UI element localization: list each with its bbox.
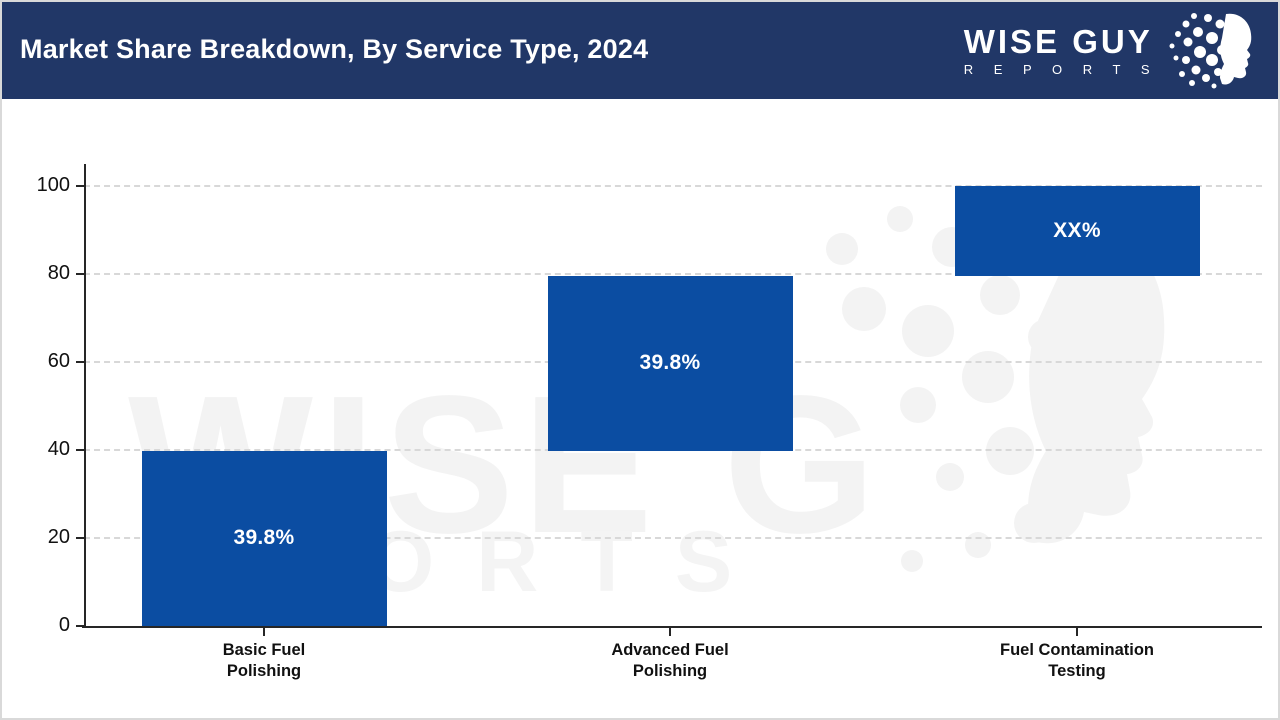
gridline-20	[84, 537, 1262, 539]
y-axis-tick-label: 80	[47, 262, 70, 284]
logo-subtitle: R E P O R T S	[963, 61, 1158, 77]
category-label-line: Basic Fuel	[222, 641, 306, 659]
category-label-line: Fuel Contamination	[1000, 641, 1154, 659]
category-label-line: Polishing	[226, 662, 302, 681]
category-label-line: Advanced Fuel	[611, 641, 729, 659]
category-label-3: Fuel Contamination Testing	[917, 640, 1237, 682]
header-bar: Market Share Breakdown, By Service Type,…	[0, 0, 1280, 99]
y-axis-tick-label: 100	[36, 174, 70, 196]
wise-guy-reports-logo: WISE GUY R E P O R T S	[964, 8, 1254, 92]
y-axis-line	[84, 164, 86, 628]
page-title: Market Share Breakdown, By Service Type,…	[20, 34, 649, 64]
bar-segment-2: 39.8%	[547, 275, 793, 451]
category-label-line: Testing	[1048, 662, 1106, 681]
y-axis-tick-60	[76, 361, 84, 363]
gridline-80	[84, 273, 1262, 275]
category-label-line: Polishing	[632, 662, 708, 681]
logo-wordmark: WISE GUY	[963, 22, 1153, 60]
x-axis-tick-2	[669, 628, 671, 636]
logo-face-icon	[1169, 12, 1252, 88]
y-axis-tick-0	[76, 625, 84, 627]
bar-value-label: XX%	[1053, 218, 1101, 242]
y-axis-tick-100	[76, 185, 84, 187]
gridline-100	[84, 185, 1262, 187]
y-axis-tick-label: 40	[47, 438, 70, 460]
bar-segment-1: 39.8%	[141, 450, 387, 626]
x-axis-line	[82, 626, 1262, 628]
bar-segment-3: XX%	[954, 186, 1200, 276]
y-axis-tick-label: 0	[58, 614, 70, 636]
x-axis-tick-3	[1076, 628, 1078, 636]
y-axis-tick-label: 20	[47, 526, 70, 548]
bar-value-label: 39.8%	[233, 526, 295, 550]
y-axis-tick-20	[76, 537, 84, 539]
y-axis-tick-80	[76, 273, 84, 275]
logo-text: WISE GUY R E P O R T S	[964, 23, 1158, 77]
category-label-2: Advanced Fuel Polishing	[510, 640, 830, 682]
y-axis-tick-label: 60	[47, 350, 70, 372]
x-axis-tick-1	[263, 628, 265, 636]
y-axis-tick-40	[76, 449, 84, 451]
category-label-1: Basic Fuel Polishing	[104, 640, 424, 682]
bar-value-label: 39.8%	[639, 351, 701, 375]
